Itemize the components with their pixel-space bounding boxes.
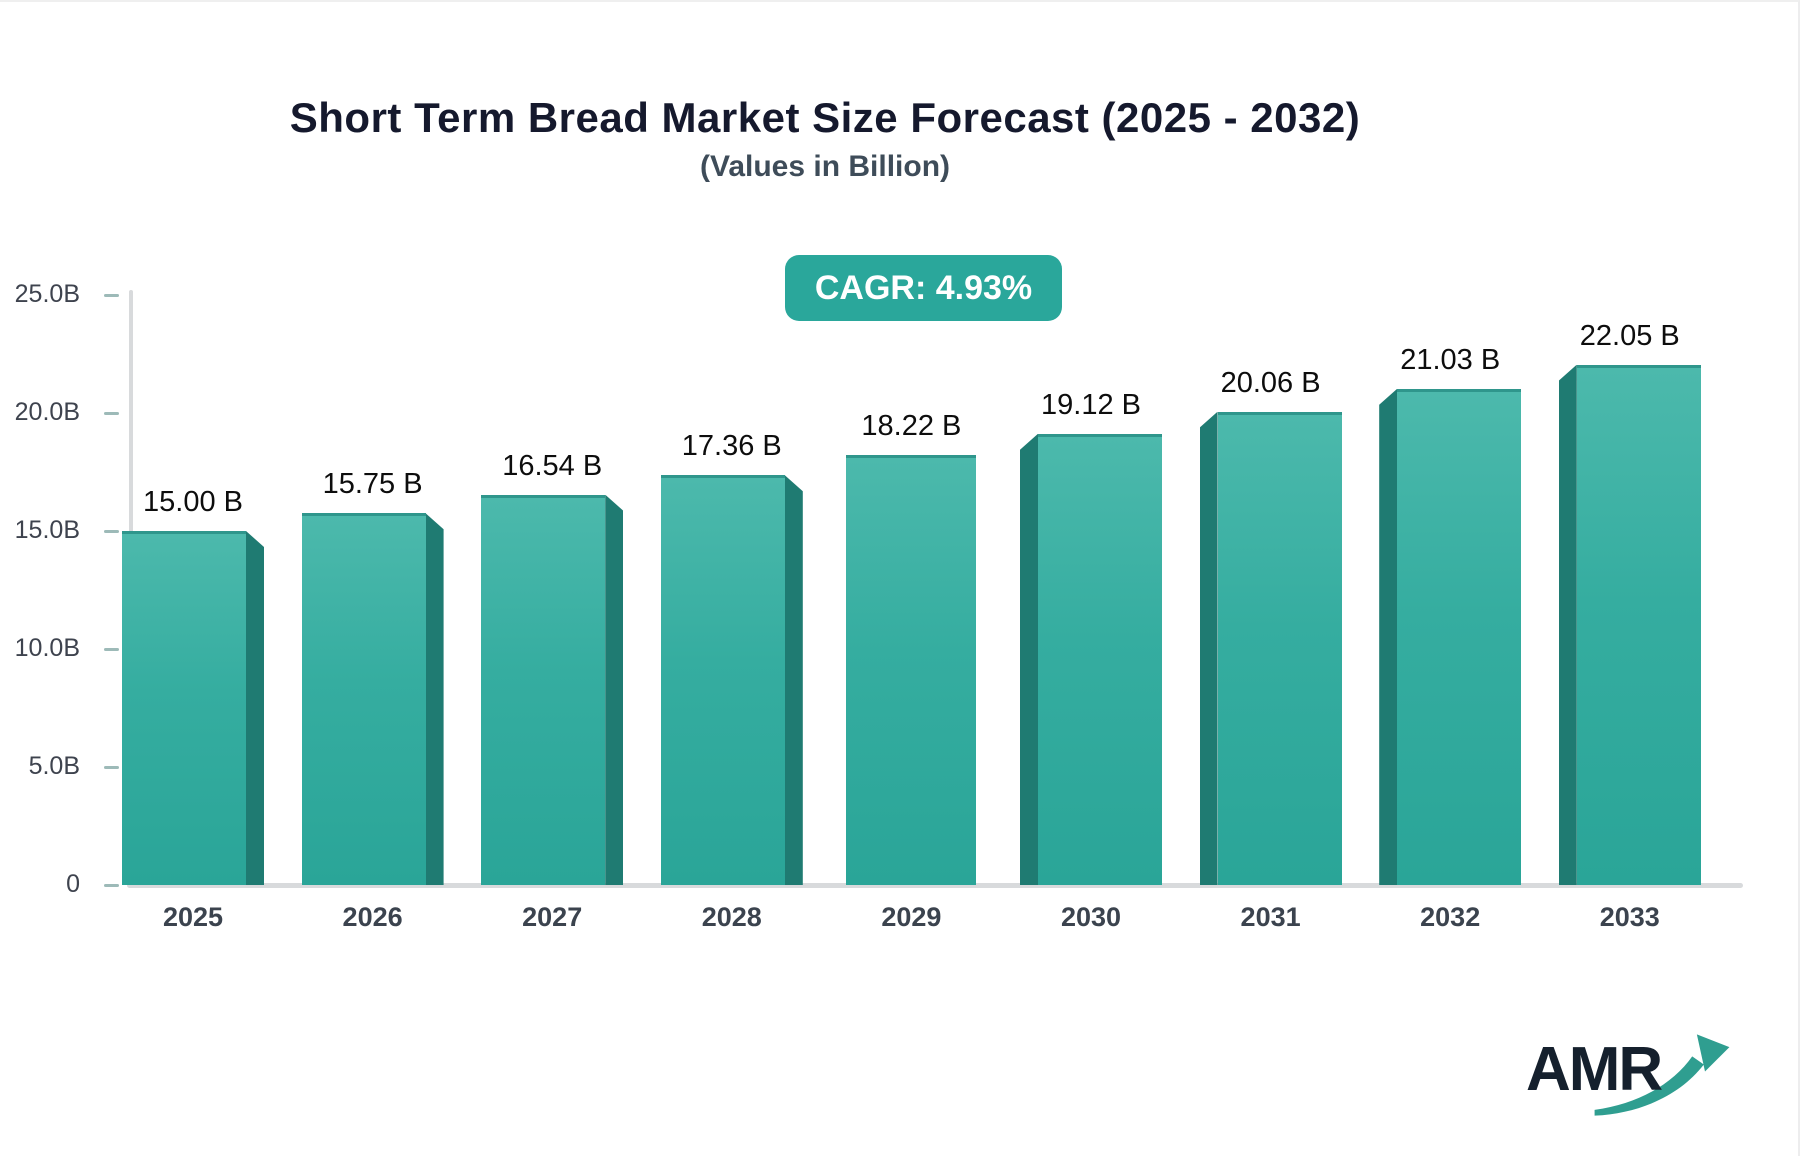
bar-2029[interactable] [846,455,977,885]
amr-logo: AMR [1526,1032,1730,1122]
y-tick-label: 20.0B [14,398,80,426]
x-axis-label: 2033 [1599,902,1660,932]
bar-value-label: 15.75 B [322,468,423,501]
bar-side-face [425,513,444,885]
y-tick-label: 25.0B [14,280,80,308]
y-tick-label: 15.0B [14,516,80,544]
bar-2028[interactable] [660,475,785,885]
bar-2033[interactable] [1576,364,1701,885]
trend-up-arrow-icon [1594,1034,1730,1116]
x-axis-label: 2026 [342,902,403,932]
bar-value-label: 18.22 B [861,410,962,442]
bar-2027[interactable] [481,494,606,885]
bar-2030[interactable] [1038,433,1162,885]
bar-side-face [246,531,264,885]
y-tick-dash [104,884,119,887]
chart-subtitle: (Values in Billion) [699,150,951,183]
y-tick-dash [104,766,119,769]
y-tick-label: 0 [66,870,80,898]
y-tick-dash [104,294,119,297]
x-axis-label: 2031 [1240,902,1301,932]
bar-side-face [1199,411,1218,885]
amr-logo-text: AMR [1526,1035,1663,1104]
x-axis-label: 2027 [522,902,583,932]
bar-side-face [1020,433,1038,885]
x-axis-label: 2030 [1060,902,1122,932]
bar-value-label: 20.06 B [1220,366,1321,399]
y-tick-label: 5.0B [28,752,80,780]
bar-value-label: 16.54 B [502,449,603,482]
x-axis-label: 2028 [701,902,762,932]
bar-2032[interactable] [1397,388,1522,885]
y-tick-dash [104,530,119,533]
chart-title: Short Term Bread Market Size Forecast (2… [289,94,1361,141]
cagr-badge: CAGR: 4.93% [785,255,1062,321]
x-axis-label: 2032 [1420,902,1481,932]
bar-side-face [605,494,624,885]
bar-side-face [1379,388,1398,885]
bar-side-face [784,475,803,885]
bar-side-face [1558,364,1577,885]
x-axis-label: 2025 [162,902,224,932]
y-tick-dash [104,412,119,415]
bar-value-label: 17.36 B [681,430,782,463]
bar-value-label: 19.12 B [1041,388,1141,421]
x-axis-label: 2029 [881,902,942,932]
bar-value-label: 21.03 B [1400,343,1501,376]
x-axis-line [127,883,1743,888]
bar-2031[interactable] [1217,411,1342,885]
y-tick-dash [104,648,119,651]
bar-2025[interactable] [122,531,246,885]
bar-value-label: 22.05 B [1579,319,1680,352]
y-tick-label: 10.0B [14,634,80,662]
bar-2026[interactable] [301,513,426,885]
bar-value-label: 15.00 B [143,486,243,518]
